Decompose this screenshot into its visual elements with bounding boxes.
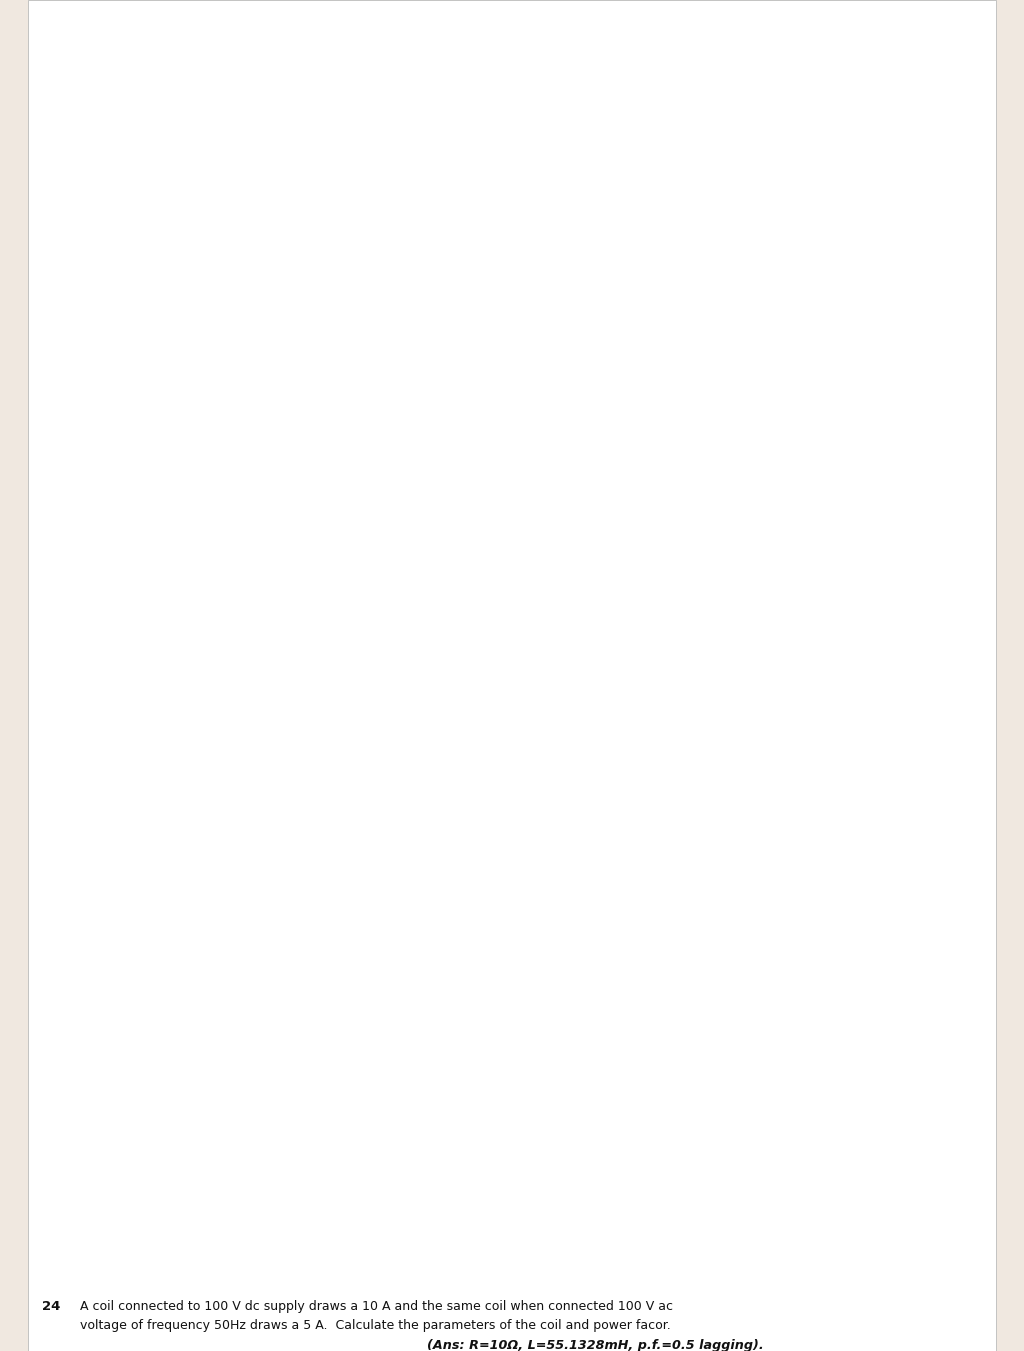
Text: A coil connected to 100 V dc supply draws a 10 A and the same coil when connecte: A coil connected to 100 V dc supply draw… [80,1300,673,1313]
Text: (Ans: R=10Ω, L=55.1328mH, p.f.=0.5 lagging).: (Ans: R=10Ω, L=55.1328mH, p.f.=0.5 laggi… [427,1339,763,1351]
Text: 24: 24 [42,1300,60,1313]
Text: voltage of frequency 50Hz draws a 5 A.  Calculate the parameters of the coil and: voltage of frequency 50Hz draws a 5 A. C… [80,1320,671,1332]
